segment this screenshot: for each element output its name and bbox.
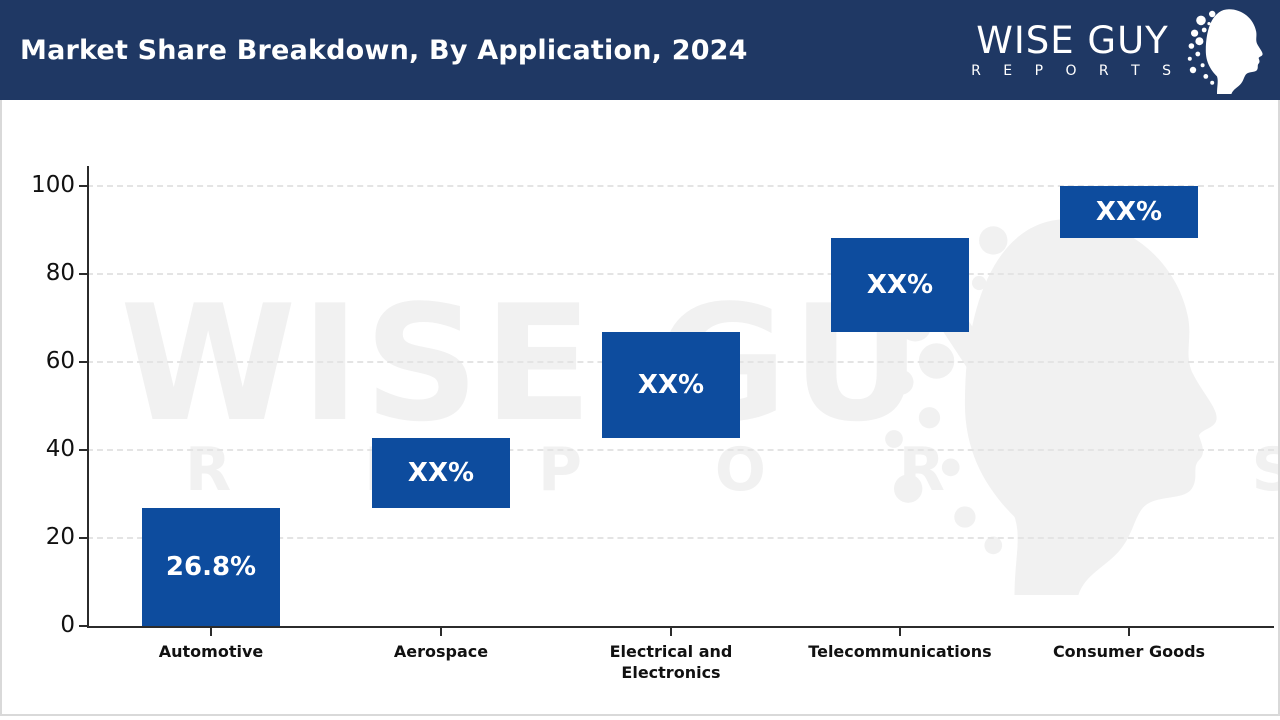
y-tick-label-80: 80 [45,260,75,286]
header-band: Market Share Breakdown, By Application, … [0,0,1280,100]
gridline-20 [87,537,1274,539]
y-tick-label-0: 0 [60,612,75,638]
bar-value-label-aerospace: XX% [407,457,475,488]
x-category-label-electrical-and-electronics: Electrical and Electronics [609,642,733,682]
x-category-label-telecommunications: Telecommunications [808,642,992,661]
logo-wordmark: WISE GUY [976,18,1169,62]
x-tick-mark-electrical-and-electronics [670,628,672,636]
y-tick-mark-20 [79,537,87,539]
bar-aerospace: XX% [372,437,510,509]
bar-value-label-electrical-and-electronics: XX% [637,369,705,400]
gridline-100 [87,185,1274,187]
logo-text: WISE GUY R E P O R T S [965,22,1180,79]
bar-electrical-and-electronics: XX% [602,332,740,438]
x-category-label-consumer-goods: Consumer Goods [1052,642,1206,661]
gridline-80 [87,273,1274,275]
y-tick-label-60: 60 [45,348,75,374]
y-tick-mark-60 [79,361,87,363]
y-tick-label-100: 100 [31,172,75,198]
x-tick-mark-aerospace [440,628,442,636]
y-tick-label-20: 20 [45,524,75,550]
wise-guy-reports-logo: WISE GUY R E P O R T S [965,6,1280,94]
x-axis-spine [87,626,1274,628]
logo-subtitle: R E P O R T S [971,62,1180,79]
y-tick-mark-0 [79,625,87,627]
y-axis-spine [87,166,89,628]
x-tick-mark-automotive [210,628,212,636]
x-category-label-aerospace: Aerospace [393,642,489,661]
chart-title: Market Share Breakdown, By Application, … [20,34,748,66]
bar-value-label-consumer-goods: XX% [1095,196,1163,227]
bar-automotive: 26.8% [142,508,280,626]
x-tick-mark-consumer-goods [1128,628,1130,636]
y-tick-mark-40 [79,449,87,451]
bar-consumer-goods: XX% [1060,186,1198,238]
dotted-head-icon [1187,9,1263,94]
y-tick-mark-100 [79,185,87,187]
bar-telecommunications: XX% [831,237,969,333]
gridline-40 [87,449,1274,451]
y-tick-mark-80 [79,273,87,275]
y-tick-label-40: 40 [45,436,75,462]
bar-value-label-automotive: 26.8% [165,552,257,583]
bar-value-label-telecommunications: XX% [866,269,934,300]
x-category-label-automotive: Automotive [158,642,264,661]
x-tick-mark-telecommunications [899,628,901,636]
